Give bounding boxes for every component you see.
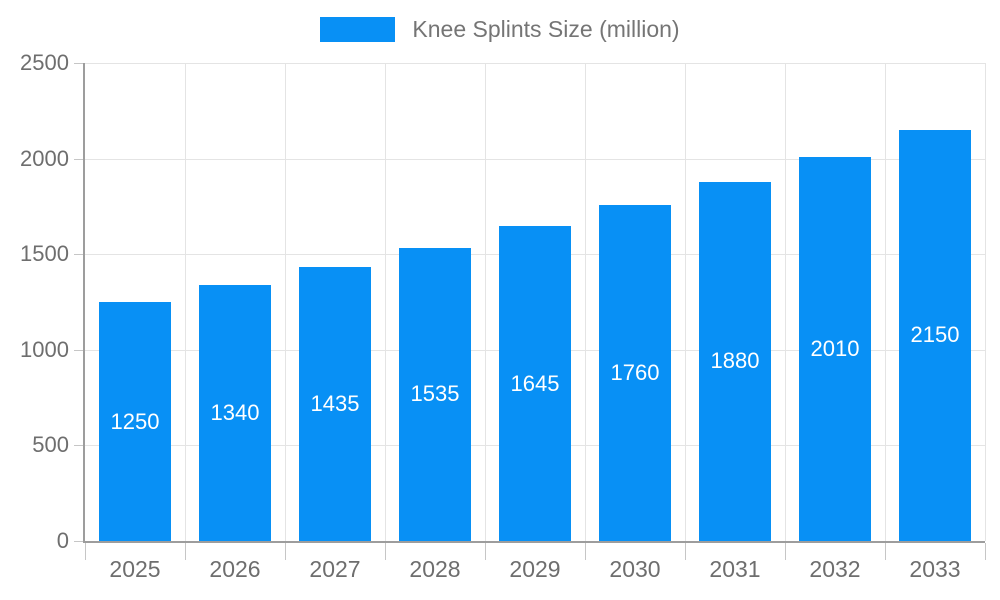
x-axis-tick: [985, 543, 986, 560]
y-axis-tick: [74, 445, 83, 447]
x-axis-tick: [285, 543, 286, 560]
bar-value-label: 1250: [110, 408, 160, 434]
x-axis-label-2025: 2025: [109, 556, 161, 582]
bar-value-label: 2010: [810, 335, 860, 361]
y-axis-label: 2500: [20, 50, 69, 75]
x-axis-tick: [185, 543, 186, 560]
y-axis-label: 0: [56, 528, 69, 553]
x-axis-tick: [885, 543, 886, 560]
y-axis-label: 1000: [20, 336, 69, 362]
x-axis-label-2029: 2029: [509, 556, 561, 582]
bar-value-label: 1435: [310, 390, 360, 416]
bar-2033[interactable]: 2150: [899, 129, 971, 541]
y-axis-label: 2000: [20, 145, 69, 171]
x-gridline: [785, 63, 786, 541]
x-axis-label-2031: 2031: [709, 556, 761, 582]
x-axis-tick: [485, 543, 486, 560]
y-axis-tick: [74, 158, 83, 160]
bar-2026[interactable]: 1340: [199, 284, 271, 541]
bar-value-label: 2150: [910, 322, 960, 348]
chart-legend[interactable]: Knee Splints Size (million): [0, 16, 1000, 43]
legend-label: Knee Splints Size (million): [412, 16, 680, 42]
x-axis-label-2032: 2032: [809, 556, 861, 582]
y-axis-label: 500: [32, 432, 69, 458]
x-gridline: [685, 63, 686, 541]
legend-swatch-icon: [320, 17, 396, 42]
x-axis-tick: [685, 543, 686, 560]
y-axis-tick: [74, 541, 83, 542]
bar-value-label: 1880: [710, 348, 760, 374]
x-axis-tick: [85, 543, 86, 560]
x-gridline: [285, 63, 286, 541]
x-gridline: [585, 63, 586, 541]
x-axis-label-2027: 2027: [309, 556, 361, 582]
plot-area: 0 500 1000 1500 2000 2500 1250 2025 1340 2026 1435…: [20, 52, 986, 581]
bar-2027[interactable]: 1435: [299, 266, 371, 541]
y-axis-label: 1500: [20, 241, 69, 267]
x-axis-tick: [785, 543, 786, 560]
x-gridline: [985, 63, 986, 541]
y-axis-tick: [74, 349, 83, 351]
bar-value-label: 1535: [410, 381, 460, 407]
x-axis-tick: [585, 543, 586, 560]
x-axis-label-2028: 2028: [409, 556, 461, 582]
x-axis-label-2030: 2030: [609, 556, 661, 582]
y-gridline: [85, 63, 985, 64]
bar-value-label: 1340: [210, 399, 260, 425]
y-axis-tick: [74, 254, 83, 256]
y-axis-tick: [74, 63, 83, 64]
x-axis-label-2033: 2033: [909, 556, 961, 582]
x-gridline: [385, 63, 386, 541]
x-gridline: [885, 63, 886, 541]
bar-2028[interactable]: 1535: [399, 247, 471, 541]
bar-2032[interactable]: 2010: [799, 156, 871, 541]
bar-value-label: 1760: [610, 359, 660, 385]
bar-2031[interactable]: 1880: [699, 181, 771, 541]
bar-2029[interactable]: 1645: [499, 226, 571, 541]
bar-value-label: 1645: [510, 370, 560, 396]
y-gridline: [85, 158, 985, 160]
x-gridline: [185, 63, 186, 541]
bar-2030[interactable]: 1760: [599, 204, 671, 541]
bar-2025[interactable]: 1250: [99, 302, 171, 541]
x-axis-label-2026: 2026: [209, 556, 261, 582]
x-gridline: [485, 63, 486, 541]
x-axis-tick: [385, 543, 386, 560]
